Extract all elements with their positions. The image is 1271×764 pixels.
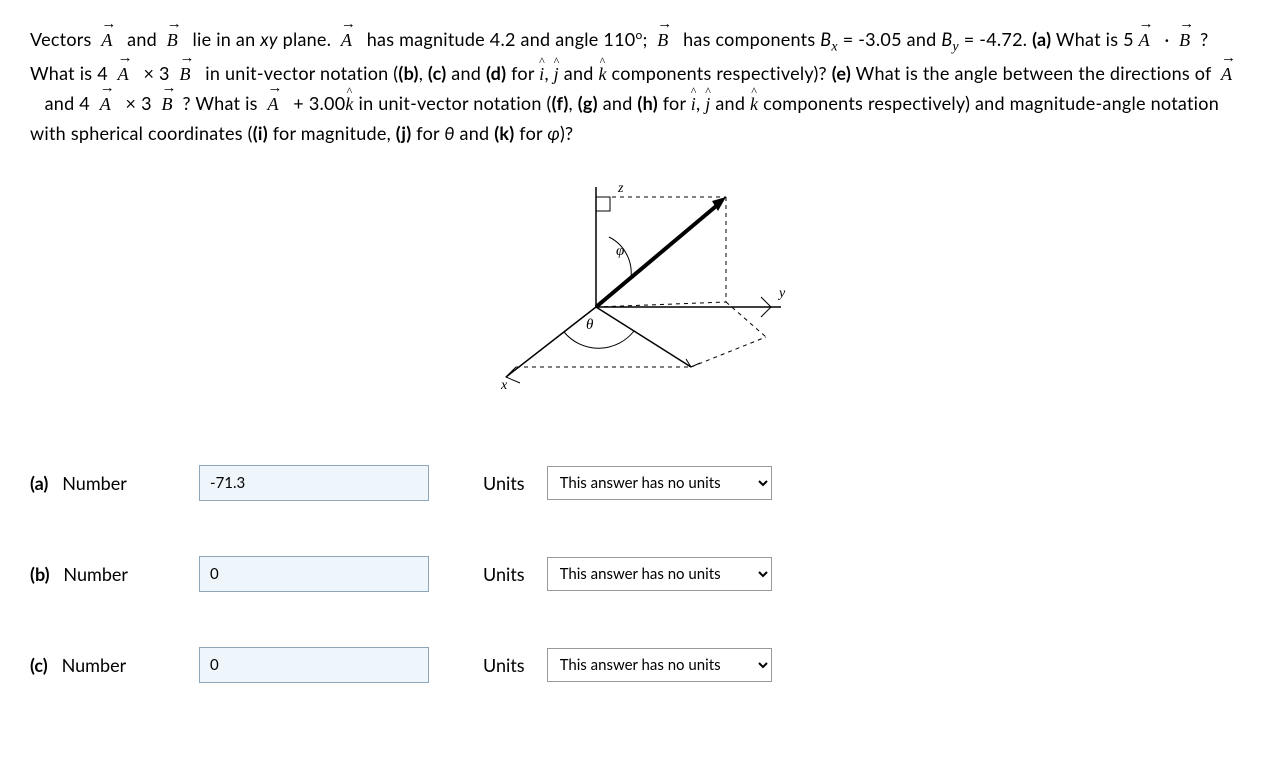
answer-row-b: (b) Number Units This answer has no unit… [30,556,1241,592]
part-label-a: (a) Number [30,469,185,498]
theta-label: θ [586,317,594,333]
answer-row-a: (a) Number Units This answer has no unit… [30,465,1241,501]
number-input-a[interactable] [199,465,429,501]
problem-text: Vectors A and B lie in an xy plane. A ha… [30,25,1241,147]
vector-A: A [101,26,112,55]
units-select-b[interactable]: This answer has no units [547,557,772,591]
number-input-c[interactable] [199,647,429,683]
number-input-b[interactable] [199,556,429,592]
diagram-container: z y x φ θ [30,177,1241,405]
spherical-diagram: z y x φ θ [486,177,786,405]
vector-A: A [341,26,352,55]
answer-row-c: (c) Number Units This answer has no unit… [30,647,1241,683]
part-label-b: (b) Number [30,560,185,589]
z-axis-label: z [617,181,624,196]
units-select-a[interactable]: This answer has no units [547,466,772,500]
part-label-c: (c) Number [30,651,185,680]
units-select-c[interactable]: This answer has no units [547,648,772,682]
vector-B: B [167,26,178,55]
units-label-b: Units [483,560,525,589]
answers-section: (a) Number Units This answer has no unit… [30,465,1241,683]
diagram-svg: z y x φ θ [486,177,786,397]
y-axis-label: y [777,286,786,301]
units-label-c: Units [483,651,525,680]
vector-B: B [657,26,668,55]
x-axis-label: x [500,378,508,393]
phi-label: φ [616,243,624,259]
units-label-a: Units [483,469,525,498]
